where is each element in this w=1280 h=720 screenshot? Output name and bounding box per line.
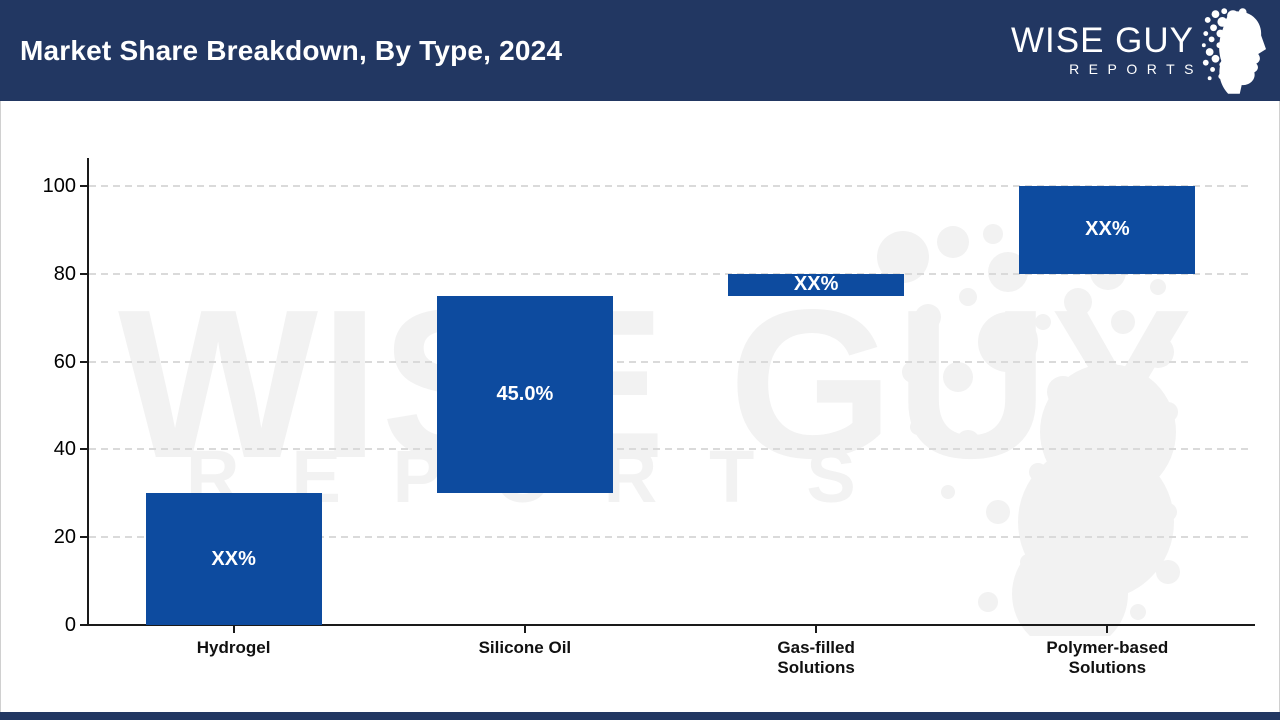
x-tick-label: Polymer-based Solutions bbox=[1046, 638, 1169, 677]
x-tick-mark bbox=[815, 625, 818, 633]
y-tick-mark bbox=[80, 448, 88, 451]
logo-head-icon bbox=[1201, 7, 1266, 94]
y-tick-label: 80 bbox=[53, 262, 76, 285]
x-tick-mark bbox=[1106, 625, 1109, 633]
bar-value-label: 45.0% bbox=[496, 383, 554, 406]
y-tick-label: 40 bbox=[53, 438, 76, 461]
chart-title: Market Share Breakdown, By Type, 2024 bbox=[20, 34, 563, 66]
gridline-80 bbox=[89, 272, 1253, 275]
y-tick-label: 100 bbox=[42, 175, 76, 197]
bar-gas-filled-solutions: XX% bbox=[728, 273, 905, 296]
x-tick-label: Silicone Oil bbox=[478, 638, 572, 657]
bar-polymer-based-solutions: XX% bbox=[1019, 186, 1196, 274]
bar-value-label: XX% bbox=[1085, 218, 1130, 241]
bar-value-label: XX% bbox=[793, 273, 839, 296]
bar-hydrogel: XX% bbox=[145, 493, 322, 625]
y-tick-mark bbox=[80, 360, 88, 363]
y-tick-mark bbox=[80, 536, 88, 539]
gridline-100 bbox=[89, 185, 1253, 187]
logo-reports-text: REPORTS bbox=[1069, 61, 1203, 77]
x-tick-mark bbox=[523, 625, 526, 633]
x-tick-mark bbox=[232, 625, 235, 633]
y-tick-label: 60 bbox=[53, 350, 76, 373]
logo-wordmark: WISE GUY bbox=[1010, 21, 1194, 60]
wise-guy-logo: WISE GUY REPORTS bbox=[1011, 0, 1266, 101]
y-tick-mark bbox=[80, 185, 88, 187]
y-tick-label: 0 bbox=[64, 614, 76, 636]
header-bar: Market Share Breakdown, By Type, 2024 WI… bbox=[0, 0, 1280, 101]
logo-text: WISE GUY REPORTS bbox=[1010, 21, 1194, 77]
x-axis-line bbox=[87, 624, 1255, 626]
y-tick-label: 20 bbox=[53, 526, 76, 549]
bar-silicone-oil: 45.0% bbox=[436, 295, 613, 494]
gridline-40 bbox=[89, 448, 1253, 451]
x-tick-label: Gas-filled Solutions bbox=[777, 638, 855, 677]
gridline-60 bbox=[89, 360, 1253, 363]
y-tick-mark bbox=[80, 624, 88, 626]
bar-value-label: XX% bbox=[211, 547, 256, 570]
gridline-20 bbox=[89, 536, 1253, 539]
y-axis-line bbox=[87, 158, 89, 626]
y-tick-mark bbox=[80, 272, 88, 275]
footer-bar bbox=[0, 712, 1280, 720]
watermark-dotted-head bbox=[877, 224, 1180, 636]
left-border bbox=[0, 101, 1, 712]
x-tick-label: Hydrogel bbox=[196, 638, 271, 657]
